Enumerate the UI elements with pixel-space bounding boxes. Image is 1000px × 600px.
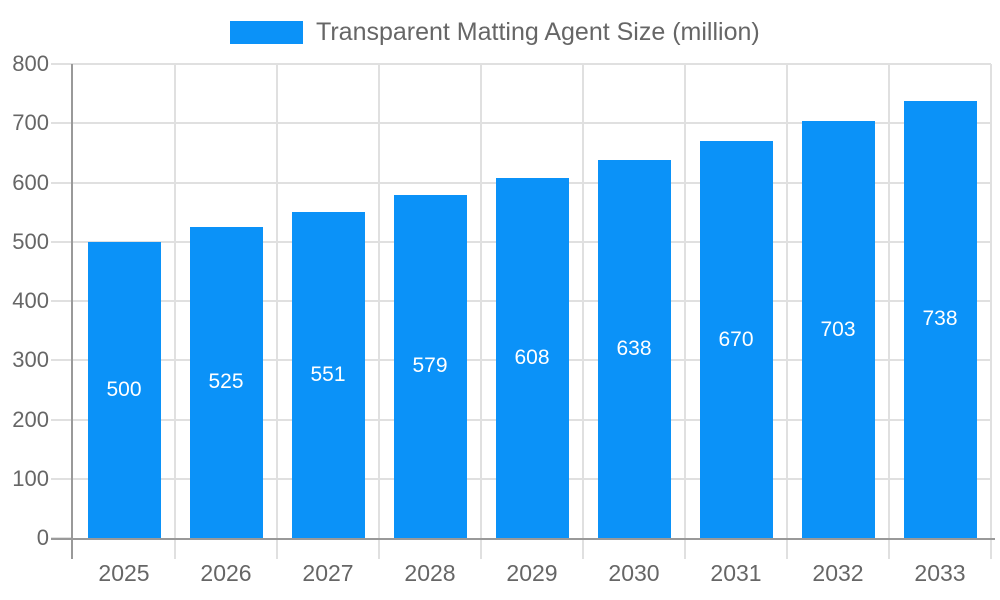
x-axis-label-2028: 2028: [404, 560, 456, 586]
legend-swatch: [230, 20, 303, 44]
bar-2031: 670: [699, 141, 773, 538]
y-axis-label: 700: [12, 110, 49, 136]
y-axis-label: 400: [12, 288, 49, 313]
bar-value-label: 670: [718, 327, 754, 351]
y-axis-tick: [51, 477, 73, 480]
y-axis-tick: [51, 418, 73, 421]
bar-2025: 500: [87, 241, 161, 538]
x-axis-label-2030: 2030: [608, 560, 660, 586]
y-axis-tick: [51, 63, 73, 65]
x-axis-label-2027: 2027: [302, 560, 354, 586]
x-axis-label-2033: 2033: [914, 560, 966, 586]
v-gridline: [378, 64, 380, 538]
y-axis-tick: [51, 359, 73, 362]
plot-area: 500 525 551 579 608 638 670 703 738: [73, 63, 992, 538]
y-axis-tick: [51, 122, 73, 125]
y-axis-tick: [51, 181, 73, 184]
bar-value-label: 703: [820, 317, 856, 341]
v-gridline: [888, 64, 890, 538]
h-gridline: [73, 63, 991, 65]
legend-label: Transparent Matting Agent Size (million): [316, 18, 760, 46]
x-axis-label-2026: 2026: [200, 560, 252, 586]
x-axis-tick: [174, 538, 176, 559]
v-gridline: [684, 64, 686, 538]
y-axis-line: [71, 64, 73, 559]
bar-2029: 608: [495, 177, 569, 538]
y-axis-tick: [51, 240, 73, 243]
x-axis-label-2031: 2031: [710, 560, 762, 586]
x-axis-label-2025: 2025: [98, 560, 150, 586]
v-gridline: [990, 64, 992, 538]
h-gridline: [73, 122, 991, 125]
y-axis-label: 0: [36, 525, 49, 550]
y-axis-label: 300: [12, 347, 49, 373]
bar-value-label: 608: [514, 345, 550, 369]
bar-value-label: 738: [922, 307, 958, 331]
x-axis-tick: [276, 538, 278, 559]
x-axis-label-2029: 2029: [506, 560, 558, 586]
x-axis-tick: [480, 538, 482, 559]
v-gridline: [276, 64, 278, 538]
v-gridline: [786, 64, 788, 538]
x-axis-tick: [888, 538, 890, 559]
bar-2027: 551: [291, 211, 365, 538]
bar-value-label: 500: [106, 377, 142, 401]
bar-2032: 703: [801, 121, 875, 538]
y-axis-label: 500: [12, 228, 49, 254]
bar-2026: 525: [189, 226, 263, 538]
x-axis-label-2032: 2032: [812, 560, 864, 586]
x-axis-tick: [582, 538, 584, 559]
bar-value-label: 551: [310, 362, 346, 386]
bar-value-label: 579: [412, 354, 448, 378]
x-axis-tick: [684, 538, 686, 559]
y-axis-label: 100: [12, 465, 49, 491]
x-axis-tick: [786, 538, 788, 559]
y-axis-label: 600: [12, 169, 49, 195]
y-axis-label: 200: [12, 406, 49, 432]
chart-legend[interactable]: Transparent Matting Agent Size (million): [230, 18, 760, 46]
bar-value-label: 525: [208, 370, 244, 394]
y-axis-tick: [51, 300, 73, 302]
v-gridline: [174, 64, 176, 538]
v-gridline: [480, 64, 482, 538]
y-axis-label: 800: [12, 51, 49, 76]
x-axis-line: [51, 538, 995, 540]
bar-2028: 579: [393, 194, 467, 538]
bar-2033: 738: [903, 100, 977, 538]
x-axis-tick: [378, 538, 380, 559]
bar-2030: 638: [597, 160, 671, 538]
x-axis-tick: [990, 538, 992, 559]
v-gridline: [582, 64, 584, 538]
bar-value-label: 638: [616, 337, 652, 360]
